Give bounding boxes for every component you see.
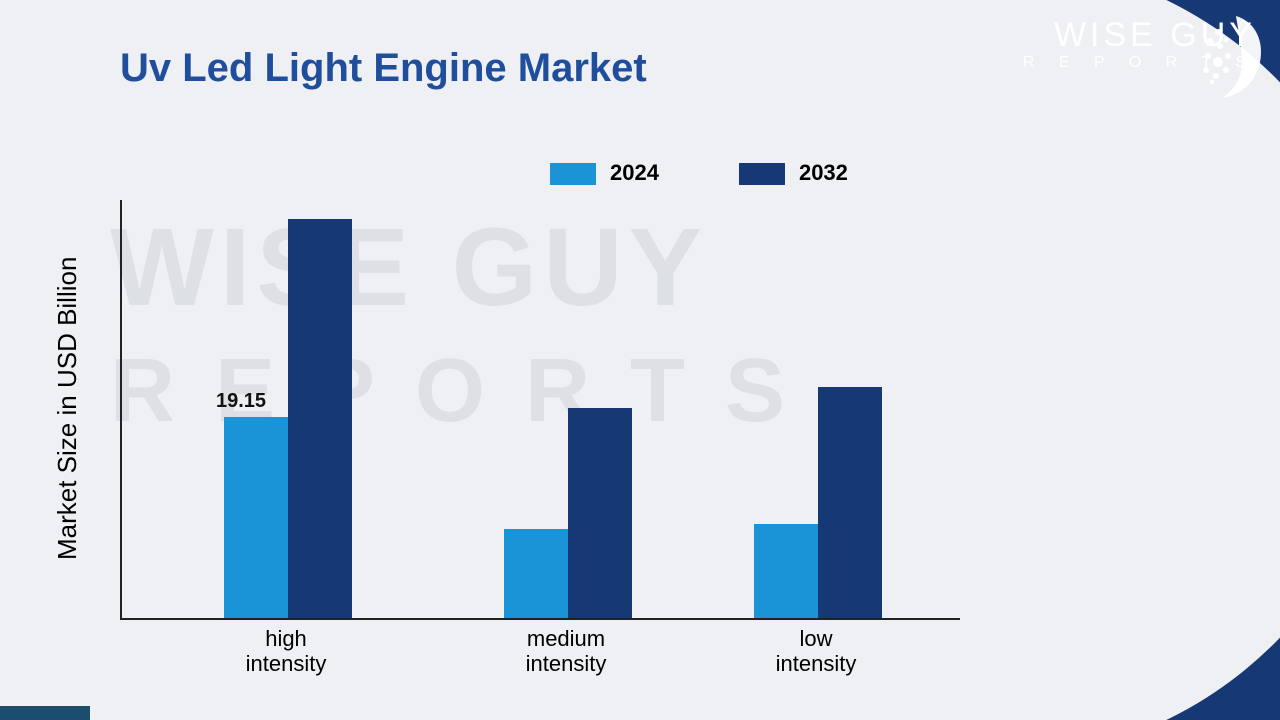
bottom-accent-bar: [0, 706, 90, 720]
logo-line1: WISE GUY: [1023, 18, 1256, 52]
legend: 2024 2032: [550, 160, 848, 186]
x-axis-label: highintensity: [186, 626, 386, 677]
chart-title: Uv Led Light Engine Market: [120, 46, 647, 91]
plot-area: 19.15: [120, 200, 960, 620]
bar-value-label: 19.15: [216, 390, 266, 413]
legend-label-2024: 2024: [610, 160, 659, 185]
legend-item-2032: 2032: [739, 160, 848, 186]
bar-2024: [504, 529, 568, 618]
legend-swatch-2024: [550, 163, 596, 185]
brand-logo: WISE GUY R E P O R T S: [1023, 18, 1256, 74]
chart-canvas: WISE GUY R E P O R T S WISE GUY REPORTS …: [0, 0, 1280, 720]
x-axis-label: mediumintensity: [466, 626, 666, 677]
bar-2032: [818, 387, 882, 618]
bar-2032: [288, 219, 352, 618]
logo-line2: R E P O R T S: [1023, 52, 1256, 74]
legend-swatch-2032: [739, 163, 785, 185]
x-axis-label: lowintensity: [716, 626, 916, 677]
legend-label-2032: 2032: [799, 160, 848, 185]
legend-item-2024: 2024: [550, 160, 659, 186]
bar-2024: [224, 417, 288, 618]
y-axis-label: Market Size in USD Billion: [52, 257, 83, 560]
bar-2032: [568, 408, 632, 618]
bar-2024: [754, 524, 818, 619]
